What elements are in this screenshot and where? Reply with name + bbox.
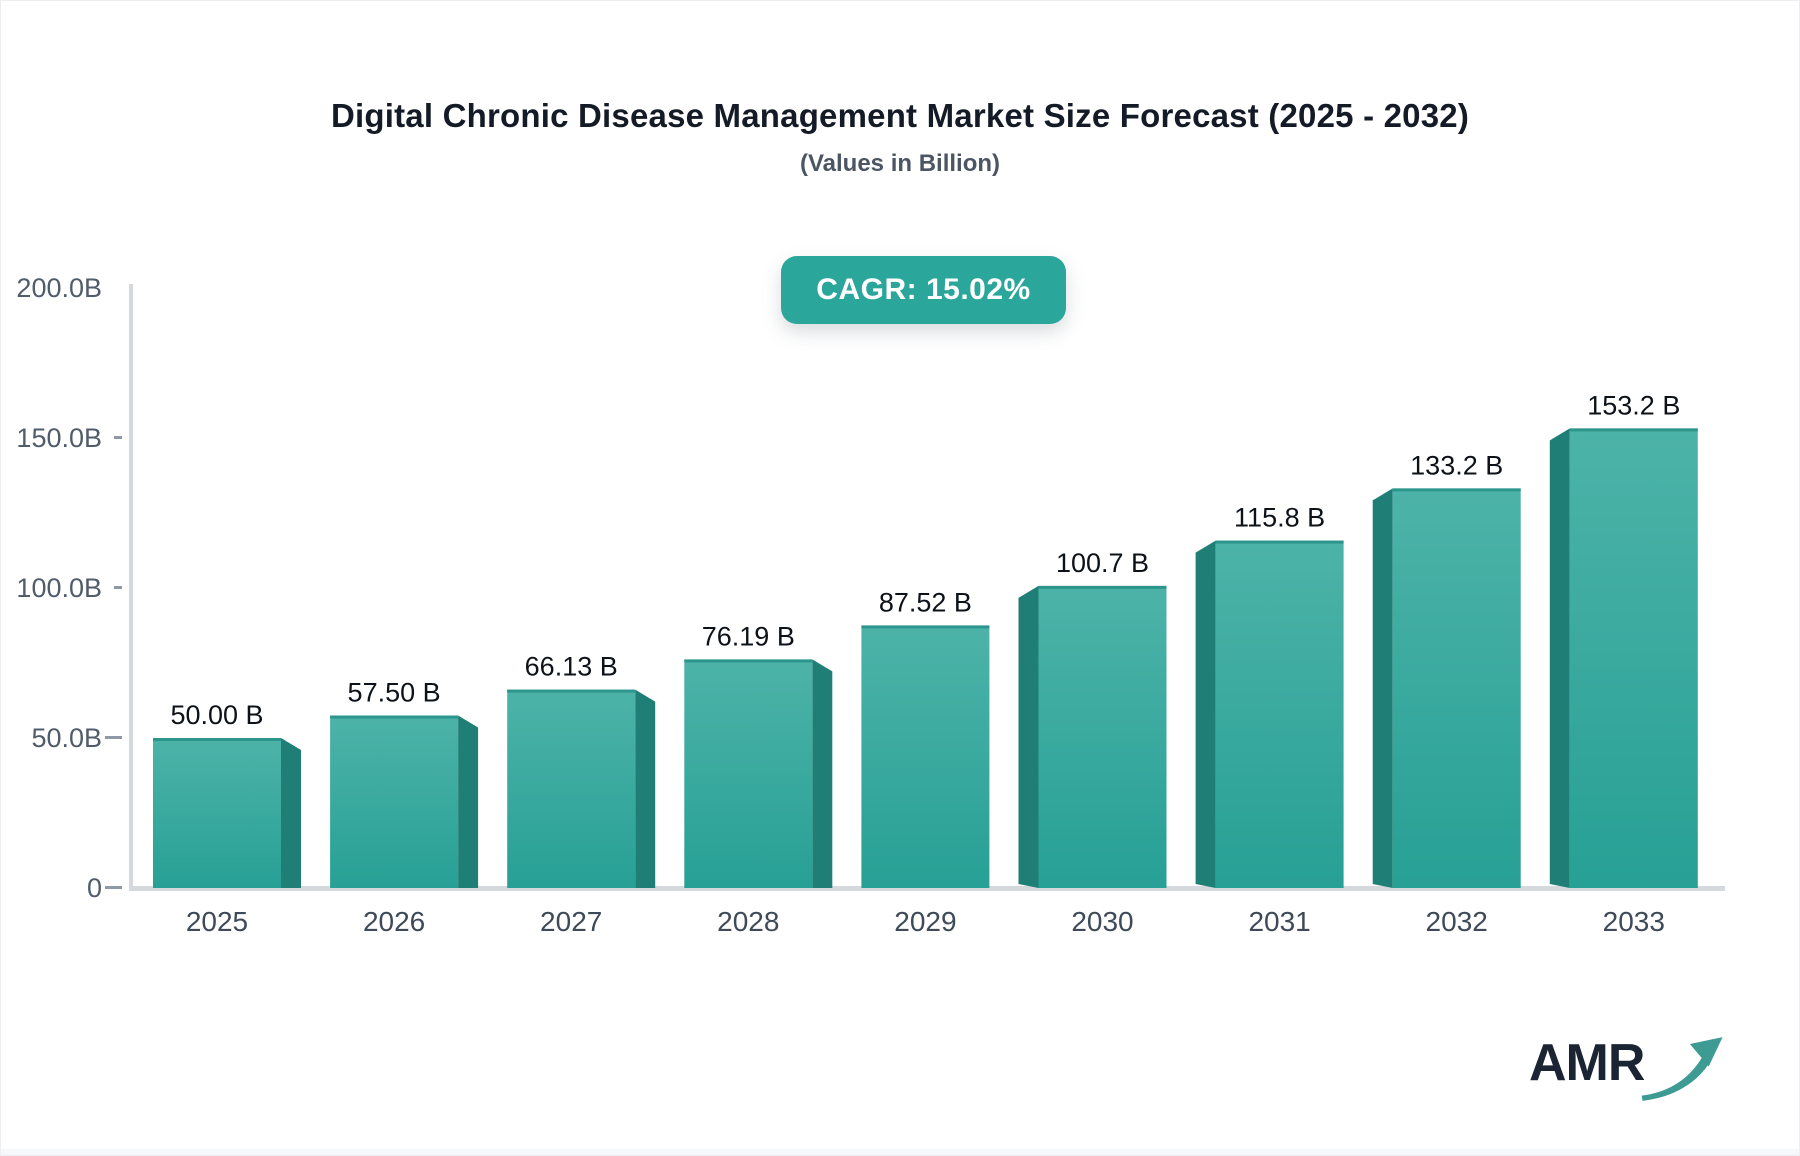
bar bbox=[1038, 585, 1167, 888]
growth-arrow-icon bbox=[1642, 1037, 1723, 1101]
y-axis-line bbox=[129, 284, 133, 890]
bar-top-edge bbox=[1038, 585, 1167, 589]
bar-side-face bbox=[1549, 428, 1570, 888]
bar-side-face bbox=[1018, 585, 1039, 888]
bar-top-edge bbox=[330, 715, 459, 719]
y-axis-label: 0 bbox=[87, 873, 102, 903]
bar-side-face bbox=[635, 689, 656, 888]
y-axis-tick bbox=[105, 886, 122, 889]
bar bbox=[1569, 428, 1698, 888]
y-axis-label: 100.0B bbox=[16, 573, 102, 603]
x-axis-line bbox=[129, 886, 1725, 891]
bar-top-edge bbox=[507, 689, 636, 693]
bar-value-label: 50.00 B bbox=[170, 700, 263, 730]
bar-value-label: 76.19 B bbox=[702, 621, 795, 651]
x-axis-label: 2031 bbox=[1248, 906, 1310, 937]
bar bbox=[1392, 488, 1521, 888]
y-axis-label: 50.0B bbox=[31, 723, 102, 753]
y-axis-tick bbox=[114, 586, 122, 589]
bar-top-edge bbox=[684, 659, 813, 663]
y-axis-tick bbox=[105, 736, 122, 739]
amr-logo: AMR bbox=[1529, 1033, 1726, 1103]
bar bbox=[330, 715, 459, 888]
bar-top-edge bbox=[153, 738, 281, 741]
bar-side-face bbox=[458, 715, 479, 888]
x-axis-label: 2028 bbox=[717, 906, 779, 937]
bar-side-face bbox=[281, 738, 301, 888]
amr-logo-text: AMR bbox=[1529, 1034, 1645, 1092]
bar-value-label: 66.13 B bbox=[525, 652, 618, 682]
bar bbox=[507, 689, 636, 888]
bar-side-face bbox=[812, 659, 833, 888]
y-axis-label: 200.0B bbox=[16, 273, 102, 303]
bottom-strip bbox=[1, 1149, 1799, 1155]
bar-side-face bbox=[1372, 488, 1393, 888]
page-subtitle: (Values in Billion) bbox=[799, 150, 1001, 177]
bar-top-edge bbox=[1215, 540, 1344, 544]
bar bbox=[1215, 540, 1344, 888]
page-title: Digital Chronic Disease Management Marke… bbox=[330, 97, 1470, 134]
x-axis-label: 2029 bbox=[894, 906, 956, 937]
bar-top-edge bbox=[861, 625, 990, 629]
x-axis-label: 2033 bbox=[1603, 906, 1665, 937]
bar-value-label: 57.50 B bbox=[348, 678, 441, 708]
y-axis-tick bbox=[114, 436, 122, 439]
bar bbox=[684, 659, 813, 888]
bar-value-label: 100.7 B bbox=[1056, 548, 1149, 578]
bar-value-label: 133.2 B bbox=[1410, 450, 1503, 480]
x-axis-label: 2032 bbox=[1426, 906, 1488, 937]
bar-top-edge bbox=[1392, 488, 1521, 492]
x-axis-label: 2025 bbox=[186, 906, 248, 937]
x-axis-label: 2026 bbox=[363, 906, 425, 937]
bar bbox=[861, 625, 990, 888]
bar-top-edge bbox=[1569, 428, 1698, 432]
x-axis-label: 2030 bbox=[1071, 906, 1133, 937]
bar-value-label: 153.2 B bbox=[1587, 390, 1680, 420]
y-axis-label: 150.0B bbox=[16, 423, 102, 453]
bar bbox=[153, 738, 281, 888]
bar-value-label: 115.8 B bbox=[1234, 503, 1325, 533]
x-axis-label: 2027 bbox=[540, 906, 602, 937]
cagr-badge: CAGR: 15.02% bbox=[781, 256, 1066, 324]
bar-side-face bbox=[1195, 540, 1216, 888]
bar-value-label: 87.52 B bbox=[879, 587, 972, 617]
